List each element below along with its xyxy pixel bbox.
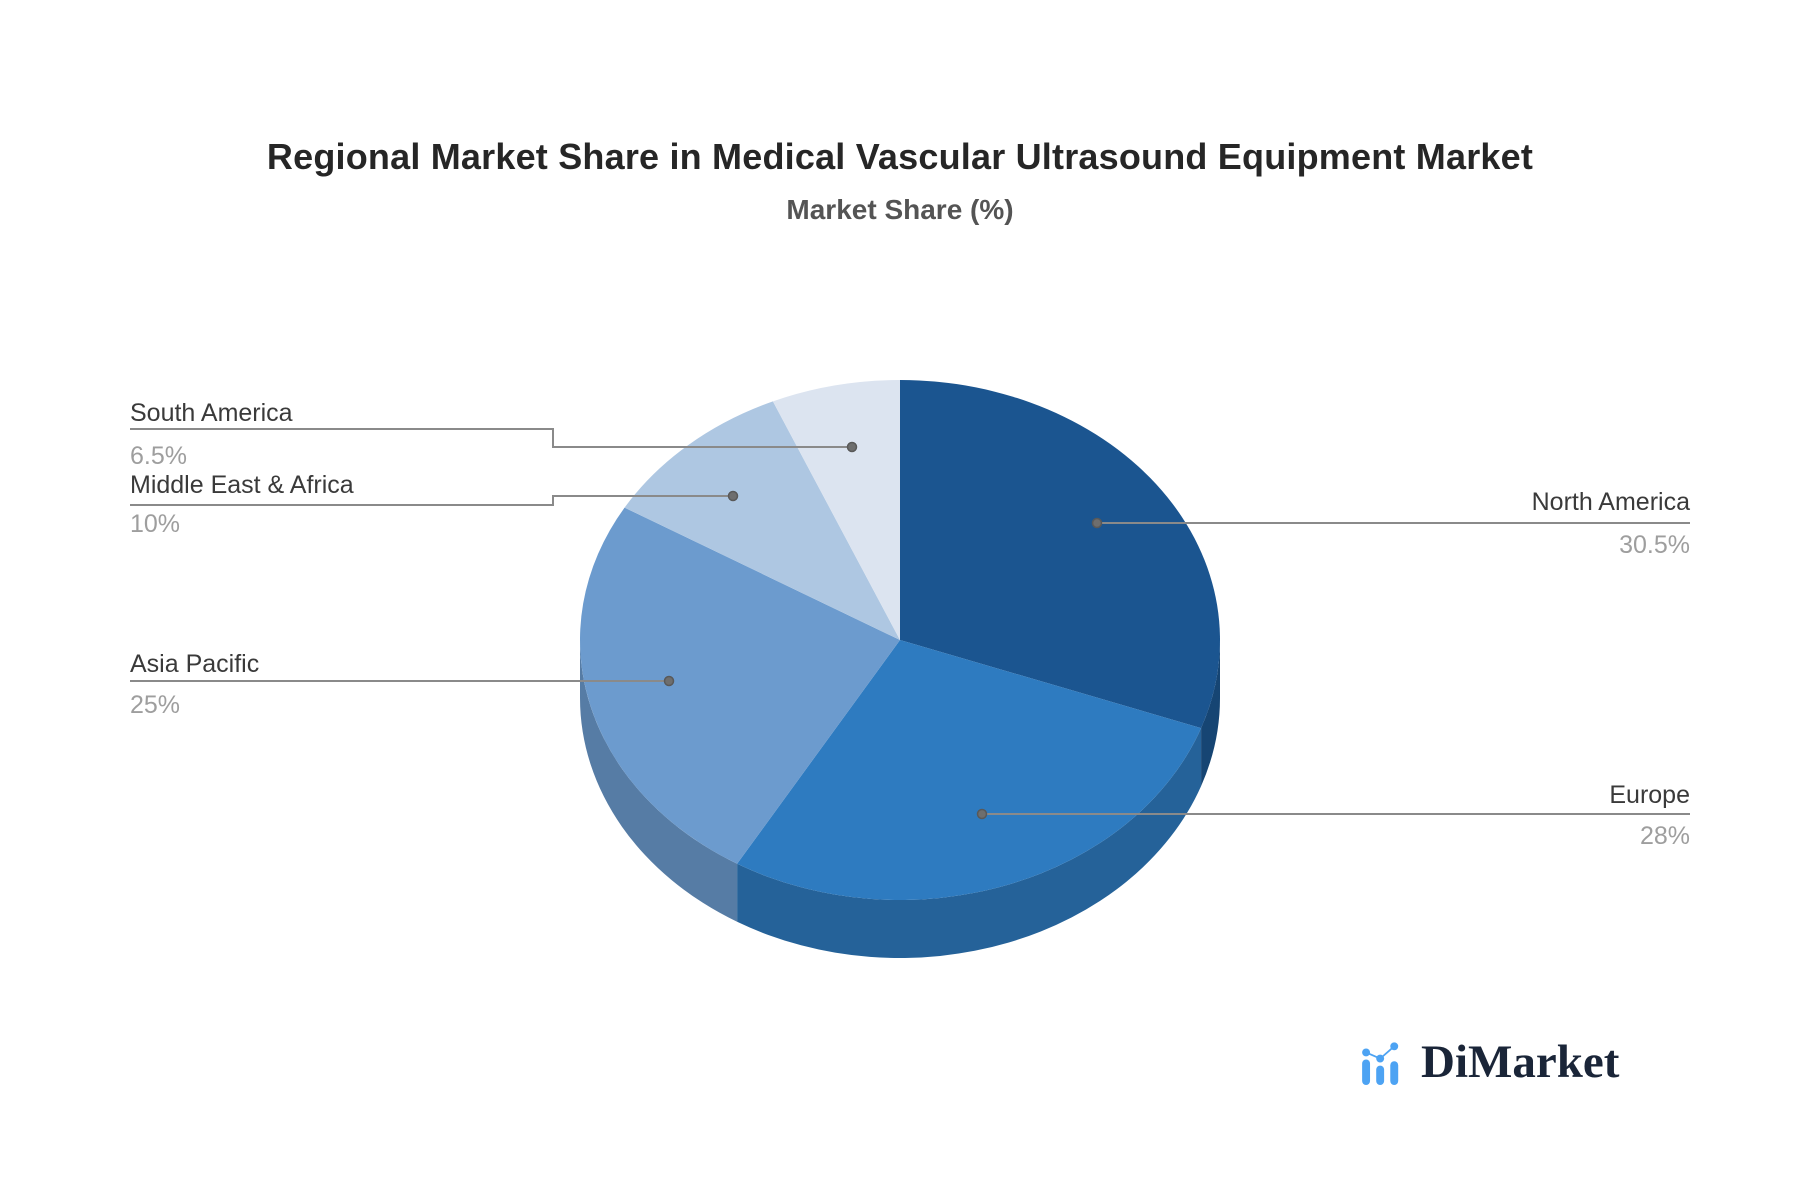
brand-logo-text: DiMarket [1421,1036,1620,1088]
callout-dot-south-america [846,441,858,453]
callout-dot-europe [976,808,988,820]
pie-slice-side-europe [737,728,1202,958]
callout-label-south-america: South America [130,399,293,427]
chart-title: Regional Market Share in Medical Vascula… [266,136,1534,177]
pie-slice-side-asia-pacific [580,640,738,922]
callout-value-south-america: 6.5% [130,442,187,470]
callout-value-middle-east-africa: 10% [130,510,181,538]
pie-slice-north-america [900,380,1220,729]
callout-value-north-america: 30.5% [1619,531,1690,559]
callout-value-europe: 28% [1639,822,1690,850]
callout-line-south-america [130,428,852,448]
brand-logo: DiMarket [1362,1039,1619,1086]
bar-chart-logo-icon [1362,1041,1399,1085]
callout-label-north-america: North America [1531,488,1690,516]
chart-subtitle: Market Share (%) [786,194,1014,225]
pie-slice-side-north-america [1201,640,1220,787]
callout-dot-asia-pacific [663,675,675,687]
callout-value-asia-pacific: 25% [130,691,181,719]
pie-slice-europe [737,640,1202,900]
callout-label-asia-pacific: Asia Pacific [130,650,260,678]
pie-slice-middle-east-africa [624,401,900,640]
callout-dot-north-america [1091,517,1103,529]
callout-label-middle-east-africa: Middle East & Africa [130,471,354,499]
callout-label-europe: Europe [1609,781,1690,809]
pie-slice-asia-pacific [580,507,900,864]
callout-dot-middle-east-africa [727,490,739,502]
pie-slice-south-america [772,380,900,640]
callout-line-middle-east-africa [130,495,733,506]
